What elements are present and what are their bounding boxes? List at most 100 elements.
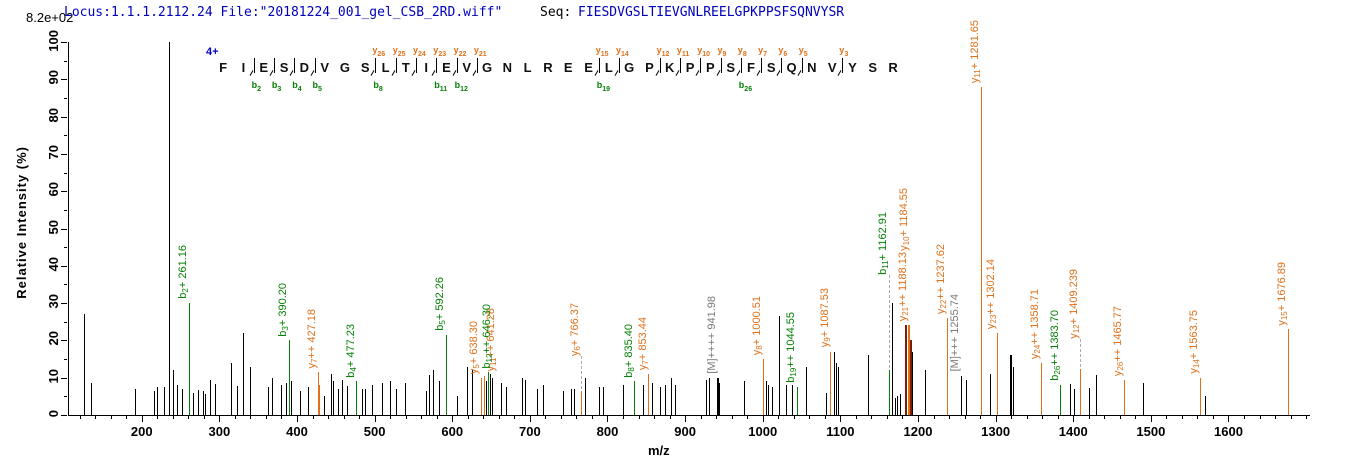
- residue-letter: E: [563, 60, 573, 75]
- x-major-tick: [917, 416, 919, 422]
- peak: [332, 381, 334, 415]
- cleavage-mark: [598, 58, 600, 73]
- y-tick-label: 70: [46, 144, 61, 160]
- x-minor-tick: [778, 416, 780, 419]
- x-major-tick: [141, 416, 143, 422]
- residue-letter: P: [706, 60, 715, 75]
- residue-letter: I: [424, 60, 428, 75]
- peak: [457, 396, 459, 415]
- peak: [796, 387, 798, 415]
- ion-label: y21++ 1188.13: [896, 252, 910, 322]
- peak: [485, 381, 487, 415]
- peak: [888, 370, 890, 415]
- peak: [706, 379, 708, 415]
- cleavage-mark: [253, 58, 255, 73]
- peak: [1199, 377, 1201, 415]
- peak: [989, 373, 991, 415]
- residue-letter: R: [888, 60, 898, 75]
- x-minor-tick: [343, 416, 345, 419]
- peak: [835, 362, 837, 415]
- x-minor-tick: [747, 416, 749, 419]
- peak: [665, 385, 667, 415]
- x-tick-label: 1400: [1058, 424, 1088, 439]
- peak: [1096, 374, 1098, 415]
- x-minor-tick: [312, 416, 314, 419]
- x-minor-tick: [576, 416, 578, 419]
- x-major-tick: [374, 416, 376, 422]
- x-major-tick: [1150, 416, 1152, 422]
- x-tick-label: 1500: [1136, 424, 1166, 439]
- residue-s-33: S: [863, 44, 883, 96]
- ion-label: b19++ 1044.55: [785, 312, 799, 384]
- x-minor-tick: [980, 416, 982, 419]
- peak: [980, 86, 982, 415]
- peak: [708, 377, 710, 415]
- peak: [1123, 379, 1125, 415]
- y-tick-label: 90: [46, 70, 61, 85]
- cleavage-mark: [761, 58, 763, 73]
- y-ion-tag: y7: [758, 45, 768, 58]
- ion-label: b4+ 477.23: [344, 323, 359, 378]
- peak: [317, 372, 319, 415]
- x-minor-tick: [95, 416, 97, 419]
- residue-letter: D: [299, 60, 310, 75]
- ion-label: y12+ 1409.239: [1068, 269, 1082, 340]
- cleavage-mark: [395, 58, 397, 73]
- peak: [785, 385, 787, 415]
- x-minor-tick: [591, 416, 593, 419]
- residue-letter: G: [624, 60, 635, 75]
- x-tick-label: 700: [519, 424, 541, 439]
- residue-letter: F: [219, 60, 228, 75]
- x-minor-tick: [1119, 416, 1121, 419]
- peak: [364, 388, 366, 415]
- y-ion-tag: y11: [676, 45, 690, 58]
- peak: [562, 390, 564, 415]
- x-minor-tick: [716, 416, 718, 419]
- x-minor-tick: [203, 416, 205, 419]
- peak: [489, 373, 491, 415]
- cleavage-mark: [619, 58, 620, 73]
- peak: [395, 388, 397, 415]
- peak: [524, 379, 526, 415]
- y-ion-tag: y24: [413, 45, 426, 58]
- x-tick-label: 300: [208, 424, 231, 439]
- peak: [1040, 362, 1042, 415]
- peak: [168, 42, 170, 415]
- x-tick-label: 1600: [1214, 424, 1243, 439]
- ion-label: y26++ 1465.77: [1112, 305, 1126, 376]
- y-ion-tag: y3: [839, 45, 849, 58]
- peak: [996, 332, 998, 415]
- x-minor-tick: [1275, 416, 1277, 419]
- y-minor-tick: [64, 209, 67, 211]
- y-minor-tick: [64, 359, 67, 361]
- peak: [659, 387, 661, 415]
- peak: [925, 370, 927, 415]
- peak: [193, 392, 195, 415]
- b-ion-tag: b3: [271, 80, 282, 93]
- x-minor-tick: [1290, 416, 1292, 419]
- residue-letter: E: [584, 60, 593, 75]
- peak: [237, 385, 239, 415]
- peak: [603, 387, 605, 415]
- peak: [805, 366, 807, 415]
- residue-letter: L: [523, 60, 532, 75]
- cleavage-mark: [842, 58, 844, 73]
- x-minor-tick: [731, 416, 733, 419]
- ion-label: [M]++++ 941.98: [705, 296, 718, 374]
- x-minor-tick: [1135, 416, 1137, 419]
- x-minor-tick: [933, 416, 935, 419]
- residue-s-8: S: [355, 44, 375, 96]
- residue-letter: Q: [786, 60, 797, 75]
- label-leader-line: [580, 355, 582, 389]
- x-major-tick: [296, 416, 298, 422]
- x-minor-tick: [669, 416, 671, 419]
- peak: [135, 388, 137, 415]
- y-minor-tick: [64, 97, 67, 99]
- y-minor-tick: [64, 321, 67, 323]
- x-minor-tick: [886, 416, 888, 419]
